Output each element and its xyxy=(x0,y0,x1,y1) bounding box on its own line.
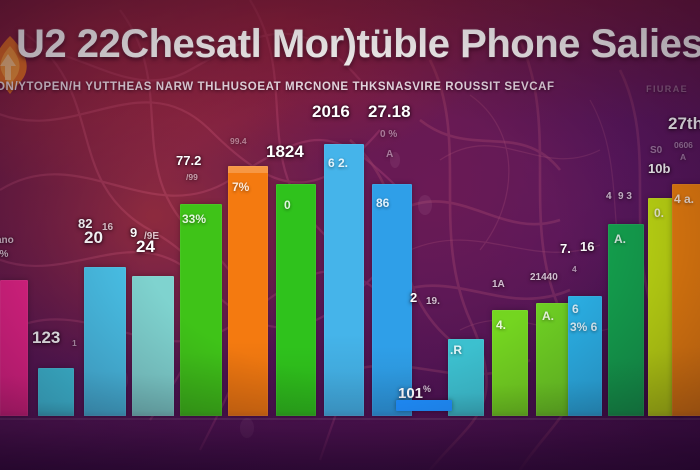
page-title: U2 22Chesatl Mor)tüble Phone Salies xyxy=(16,22,700,66)
bar-9-value-label-2: A xyxy=(386,149,394,160)
bar-6-inbar-label-0: 7% xyxy=(232,180,250,194)
bar-11-inbar-label-0: .R xyxy=(450,343,462,357)
page-subtitle: ON/YTOPEN/H YUTTHEAS NARW THLHUSOEAT MRC… xyxy=(0,81,555,93)
bar-r4-inbar-label-0: 4 a. xyxy=(674,192,695,206)
bar-6[interactable]: 7% xyxy=(228,166,268,416)
bar-r1-value-label-2: 4 xyxy=(572,264,577,274)
bar-5-value-label-0: 77.2 xyxy=(176,153,202,168)
bar-7[interactable]: 0 xyxy=(276,184,316,416)
bar-r4-value-label-0: 27th xyxy=(668,114,700,133)
bar-11-value-label-1: 19. xyxy=(426,296,440,307)
bar-r4-value-label-1: 0606 xyxy=(674,140,693,150)
bar-r3-value-label-1: 10b xyxy=(648,161,671,176)
legend-swatch[interactable] xyxy=(396,400,452,411)
bar-2-value-label-0: 123 xyxy=(32,328,61,347)
bar-r2-inbar-label-0: A. xyxy=(614,232,626,246)
legend-percent: % xyxy=(423,384,432,394)
bar-11-value-label-0: 2 xyxy=(410,290,418,305)
bar-1-value-label-0: ano xyxy=(0,235,14,246)
bar-8-inbar-label-0: 6 2. xyxy=(328,156,349,170)
bar-1-value-label-1: 0% xyxy=(0,249,9,260)
bar-8-value-label-0: 2016 xyxy=(312,102,350,121)
axis-baseline xyxy=(0,418,700,420)
bar-7-value-label-0: 1824 xyxy=(266,142,304,161)
bar-5-value-label-1: /99 xyxy=(186,172,198,182)
bar-13[interactable]: A. xyxy=(536,303,572,416)
bar-9-value-label-0: 27.18 xyxy=(368,102,411,121)
bar-12[interactable]: 4. xyxy=(492,310,528,416)
bar-r4[interactable]: 4 a. xyxy=(672,184,700,416)
bar-r1-value-label-0: 7. xyxy=(560,241,571,256)
bar-9[interactable]: 86 xyxy=(372,184,412,416)
bar-1[interactable] xyxy=(0,280,28,416)
bar-r4-value-label-2: A xyxy=(680,152,687,162)
bar-13-value-label-0: 21440 xyxy=(530,272,558,283)
bar-4-value-label-2: 24 xyxy=(136,237,155,256)
bar-3[interactable] xyxy=(84,267,126,416)
bar-9-value-label-1: 0 % xyxy=(380,129,398,140)
bar-r1-inbar-label-0: 6 xyxy=(572,302,579,316)
bar-5[interactable]: 33% xyxy=(180,204,222,416)
bar-3-value-label-1: 16 xyxy=(102,222,114,233)
bar-2[interactable] xyxy=(38,368,74,416)
legend-value: 101% xyxy=(398,384,431,402)
flame-arrow-icon xyxy=(0,36,27,94)
bar-5-inbar-label-0: 33% xyxy=(182,212,207,226)
plot-area: ano0%12318216209/9E2433%77.2/997%99.4018… xyxy=(0,100,700,420)
bar-4-value-label-0: 9 xyxy=(130,225,138,240)
bar-r3-inbar-label-0: 0. xyxy=(654,206,665,220)
bar-4-value-label-1: /9E xyxy=(144,231,160,242)
bar-r2-value-label-0: 4 xyxy=(606,191,612,202)
bar-7-inbar-label-0: 0 xyxy=(284,198,291,212)
bar-8[interactable]: 6 2. xyxy=(324,144,364,416)
bar-r1[interactable]: 6 3% 6 xyxy=(568,296,602,416)
bar-r2-value-label-1: 9 3 xyxy=(618,191,632,202)
bar-13-inbar-label-0: A. xyxy=(542,309,554,323)
bar-11[interactable]: .R xyxy=(448,339,484,416)
bar-6-cap xyxy=(228,166,268,173)
bar-r2[interactable]: A. xyxy=(608,224,644,416)
bar-2-value-label-1: 1 xyxy=(72,338,77,348)
bar-3-value-label-0: 82 xyxy=(78,216,93,231)
bar-r1-inbar-label-1: 3% 6 xyxy=(570,320,598,334)
bar-12-inbar-label-0: 4. xyxy=(496,318,507,332)
bar-6-value-label-0: 99.4 xyxy=(230,136,247,146)
bar-9-inbar-label-0: 86 xyxy=(376,196,390,210)
bar-4[interactable] xyxy=(132,276,174,416)
bar-r1-value-label-1: 16 xyxy=(580,239,595,254)
bar-3-value-label-2: 20 xyxy=(84,228,103,247)
bar-12-value-label-0: 1A xyxy=(492,279,505,290)
watermark-text: FIURAE xyxy=(646,84,688,94)
bar-r3-value-label-0: S0 xyxy=(650,145,663,156)
legend-number: 101 xyxy=(398,385,424,402)
